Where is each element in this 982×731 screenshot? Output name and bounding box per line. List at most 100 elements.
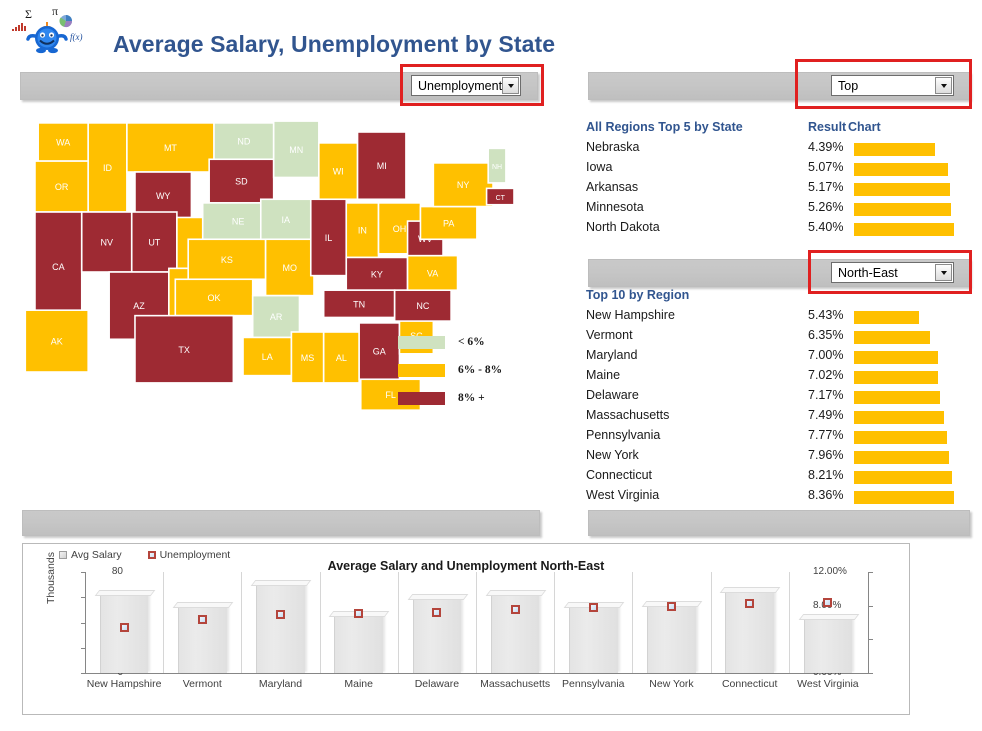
chart-bar[interactable] [798,613,860,673]
chart-bar[interactable] [94,589,156,673]
map-state-WA[interactable]: WA [37,122,89,162]
map-state-SD[interactable]: SD [208,158,275,204]
map-state-shape[interactable] [134,314,235,384]
list-item[interactable]: Maine 7.02% [586,367,976,387]
chart-unemployment-marker[interactable] [197,615,207,625]
list-item[interactable]: Delaware 7.17% [586,387,976,407]
map-state-shape[interactable] [393,289,452,322]
map-state-ID[interactable]: ID [87,122,128,213]
map-state-AK[interactable]: AK [24,309,89,373]
us-map-svg[interactable]: WAORIDMTWYCANVUTCOAZNMAKNDSDNEKSOKTXMNIA… [14,112,515,412]
map-state-TX[interactable]: TX [134,314,235,384]
chart-bar-top-face [407,594,469,601]
map-state-shape[interactable] [34,160,89,213]
map-state-OR[interactable]: OR [34,160,89,213]
map-state-MO[interactable]: MO [264,238,315,297]
map-state-shape[interactable] [318,142,359,201]
map-state-GA[interactable]: GA [358,322,401,381]
list-item-result: 7.02% [808,368,844,382]
chart-unemployment-marker[interactable] [354,609,364,619]
map-state-shape[interactable] [432,162,494,208]
map-state-IL[interactable]: IL [309,198,348,277]
chevron-down-icon[interactable] [935,264,952,281]
map-state-OK[interactable]: OK [174,278,254,317]
map-state-CT[interactable]: CT [485,187,515,206]
list-item[interactable]: West Virginia 8.36% [586,487,976,507]
list-item[interactable]: Nebraska 4.39% [586,139,976,159]
map-state-NC[interactable]: NC [393,289,452,322]
list-item[interactable]: New York 7.96% [586,447,976,467]
map-state-label: AK [51,337,63,347]
map-state-IA[interactable]: IA [259,198,312,241]
list-item[interactable]: Iowa 5.07% [586,159,976,179]
combo-chart[interactable]: Avg Salary Unemployment Average Salary an… [22,543,910,715]
us-choropleth-map[interactable]: WAORIDMTWYCANVUTCOAZNMAKNDSDNEKSOKTXMNIA… [14,112,515,412]
map-state-shape[interactable] [290,331,325,384]
map-legend-label: 6% - 8% [458,364,503,376]
chart-unemployment-marker[interactable] [588,603,598,613]
map-state-VA[interactable]: VA [406,254,459,291]
map-state-shape[interactable] [24,309,89,373]
map-state-NH[interactable]: NH [487,147,507,184]
map-state-CA[interactable]: CA [34,211,83,322]
map-state-TN[interactable]: TN [322,289,396,319]
chart-bar[interactable] [563,602,625,673]
list-item-bar [854,471,953,484]
list-item[interactable]: Minnesota 5.26% [586,199,976,219]
list-item[interactable]: North Dakota 5.40% [586,219,976,239]
map-state-MT[interactable]: MT [126,122,215,173]
map-state-NY[interactable]: NY [432,162,494,208]
map-state-IN[interactable]: IN [345,202,380,259]
map-state-WI[interactable]: WI [318,142,359,201]
chart-bar[interactable] [641,601,704,673]
list-item[interactable]: Vermont 6.35% [586,327,976,347]
list-item[interactable]: Massachusetts 7.49% [586,407,976,427]
map-state-ND[interactable]: ND [213,122,275,161]
chart-unemployment-marker[interactable] [432,608,442,618]
map-state-KS[interactable]: KS [187,238,267,281]
chart-title: Average Salary and Unemployment North-Ea… [327,559,605,573]
map-state-shape[interactable] [80,211,133,273]
map-state-LA[interactable]: LA [242,336,293,377]
measure-dropdown[interactable]: Unemployment [411,75,521,96]
chevron-down-icon[interactable] [935,77,952,94]
chart-unemployment-marker[interactable] [745,599,755,609]
map-state-MS[interactable]: MS [290,331,325,384]
chart-unemployment-marker[interactable] [823,598,833,608]
map-state-shape[interactable] [242,336,293,377]
map-state-shape[interactable] [345,256,409,291]
chart-unemployment-marker[interactable] [119,622,129,632]
list-item[interactable]: Arkansas 5.17% [586,179,976,199]
map-state-shape[interactable] [272,120,320,179]
chart-unemployment-marker[interactable] [510,605,520,615]
map-state-KY[interactable]: KY [345,256,409,291]
list-item[interactable]: Pennsylvania 7.77% [586,427,976,447]
map-state-shape[interactable] [187,238,267,281]
map-state-shape[interactable] [356,131,407,201]
map-state-UT[interactable]: UT [130,211,178,273]
map-state-AR[interactable]: AR [251,294,301,339]
region-dropdown[interactable]: North-East [831,262,954,283]
chart-bar[interactable] [329,610,391,673]
map-state-PA[interactable]: PA [419,205,478,241]
list-item[interactable]: New Hampshire 5.43% [586,307,976,327]
map-state-shape[interactable] [174,278,254,317]
list-item[interactable]: Maryland 7.00% [586,347,976,367]
chart-bar[interactable] [250,579,313,673]
map-state-AL[interactable]: AL [322,331,360,384]
map-state-shape[interactable] [406,254,459,291]
map-state-MN[interactable]: MN [272,120,320,179]
map-state-shape[interactable] [37,122,89,162]
rank-dropdown[interactable]: Top [831,75,954,96]
chevron-down-icon[interactable] [502,77,519,94]
map-state-NV[interactable]: NV [80,211,133,273]
chart-unemployment-marker[interactable] [276,609,285,619]
map-state-shape[interactable] [309,198,348,277]
map-state-shape[interactable] [264,238,315,297]
map-state-MI[interactable]: MI [356,131,407,201]
map-state-shape[interactable] [34,211,83,322]
chart-unemployment-marker[interactable] [667,601,676,611]
map-state-shape[interactable] [419,205,478,241]
map-state-shape[interactable] [487,147,507,184]
list-item[interactable]: Connecticut 8.21% [586,467,976,487]
